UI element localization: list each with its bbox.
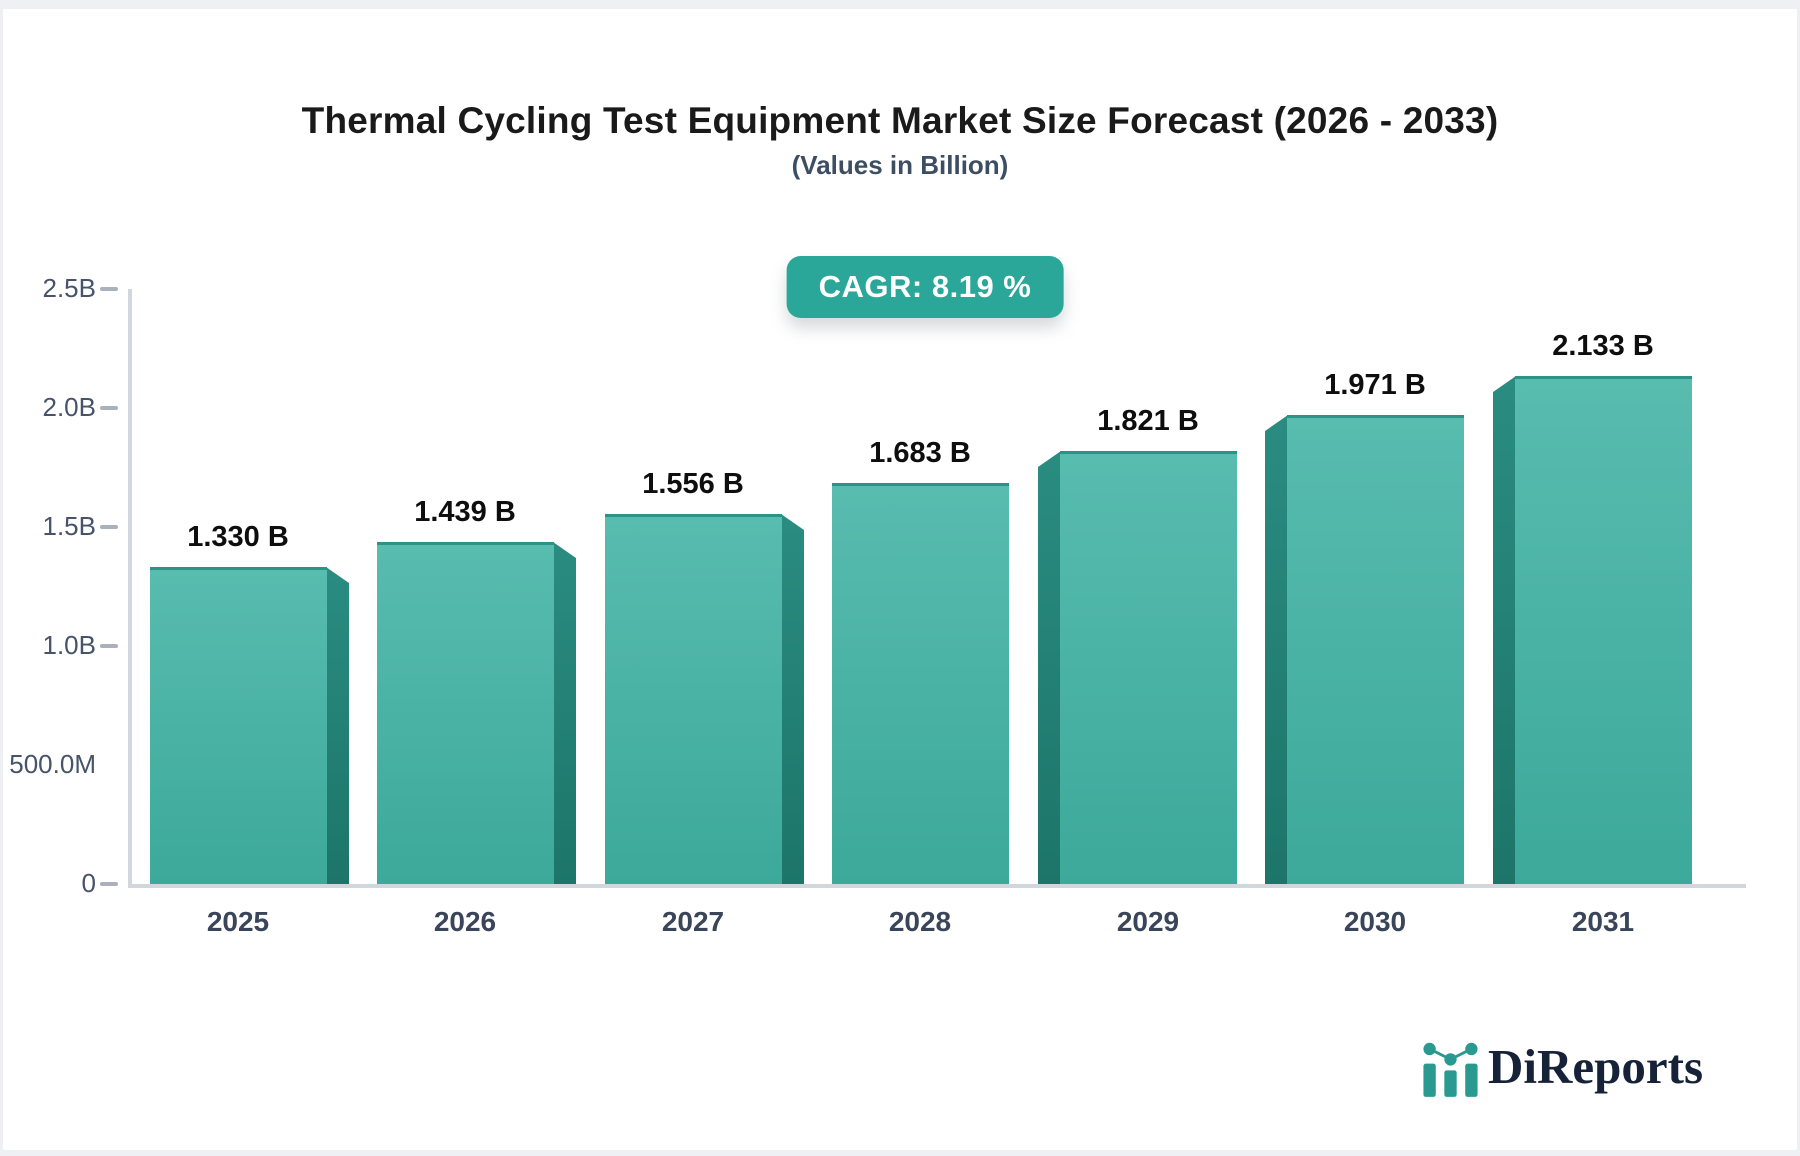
bar-value-label: 1.683 B — [869, 437, 971, 469]
cagr-badge: CAGR: 8.19 % — [786, 256, 1064, 318]
bar-side-panel — [326, 567, 349, 884]
bar-value-label: 1.971 B — [1324, 369, 1426, 401]
y-axis-label: 0 — [81, 868, 96, 898]
bar-value-label: 1.330 B — [187, 521, 289, 553]
x-axis-label: 2027 — [661, 906, 725, 937]
y-axis-label: 1.5B — [42, 511, 97, 541]
bar — [1060, 451, 1237, 884]
bar-value-label: 1.821 B — [1097, 405, 1199, 437]
y-axis-tick — [100, 644, 118, 648]
bar — [1515, 376, 1692, 884]
bar-value-label: 1.439 B — [414, 496, 516, 528]
y-axis-tick — [100, 882, 118, 886]
y-axis-line — [128, 289, 132, 888]
bar-side-panel — [553, 542, 576, 884]
bar-side-panel — [1038, 451, 1061, 884]
y-axis-tick — [100, 287, 118, 291]
x-axis-line — [128, 884, 1746, 888]
bar-side-panel — [781, 514, 804, 884]
y-axis-tick — [100, 406, 118, 410]
bar-value-label: 2.133 B — [1552, 330, 1654, 362]
bar — [1287, 415, 1464, 884]
x-axis-label: 2028 — [888, 906, 952, 937]
x-axis-label: 2026 — [433, 906, 497, 937]
y-axis-label: 1.0B — [42, 630, 97, 660]
brand-logo: DiReports — [1422, 1034, 1703, 1100]
bar — [832, 483, 1009, 884]
x-axis-label: 2025 — [206, 906, 270, 937]
bar — [150, 567, 327, 884]
page-title: Thermal Cycling Test Equipment Market Si… — [301, 100, 1499, 141]
bar — [377, 542, 554, 884]
bar-side-panel — [1265, 415, 1288, 884]
y-axis-label: 2.5B — [42, 273, 97, 303]
chart-subtitle: (Values in Billion) — [791, 150, 1009, 180]
x-axis-label: 2030 — [1343, 906, 1407, 937]
y-axis-label: 500.0M — [9, 749, 96, 779]
x-axis-label: 2029 — [1116, 906, 1180, 937]
bar-value-label: 1.556 B — [642, 468, 744, 500]
mini-bar-chart-icon — [1423, 1042, 1478, 1097]
y-axis-label: 2.0B — [42, 392, 97, 422]
y-axis-tick — [100, 525, 118, 529]
bar-side-panel — [1493, 376, 1516, 884]
bar — [605, 514, 782, 884]
logo-text: DiReports — [1488, 1039, 1704, 1094]
x-axis-label: 2031 — [1571, 906, 1635, 937]
